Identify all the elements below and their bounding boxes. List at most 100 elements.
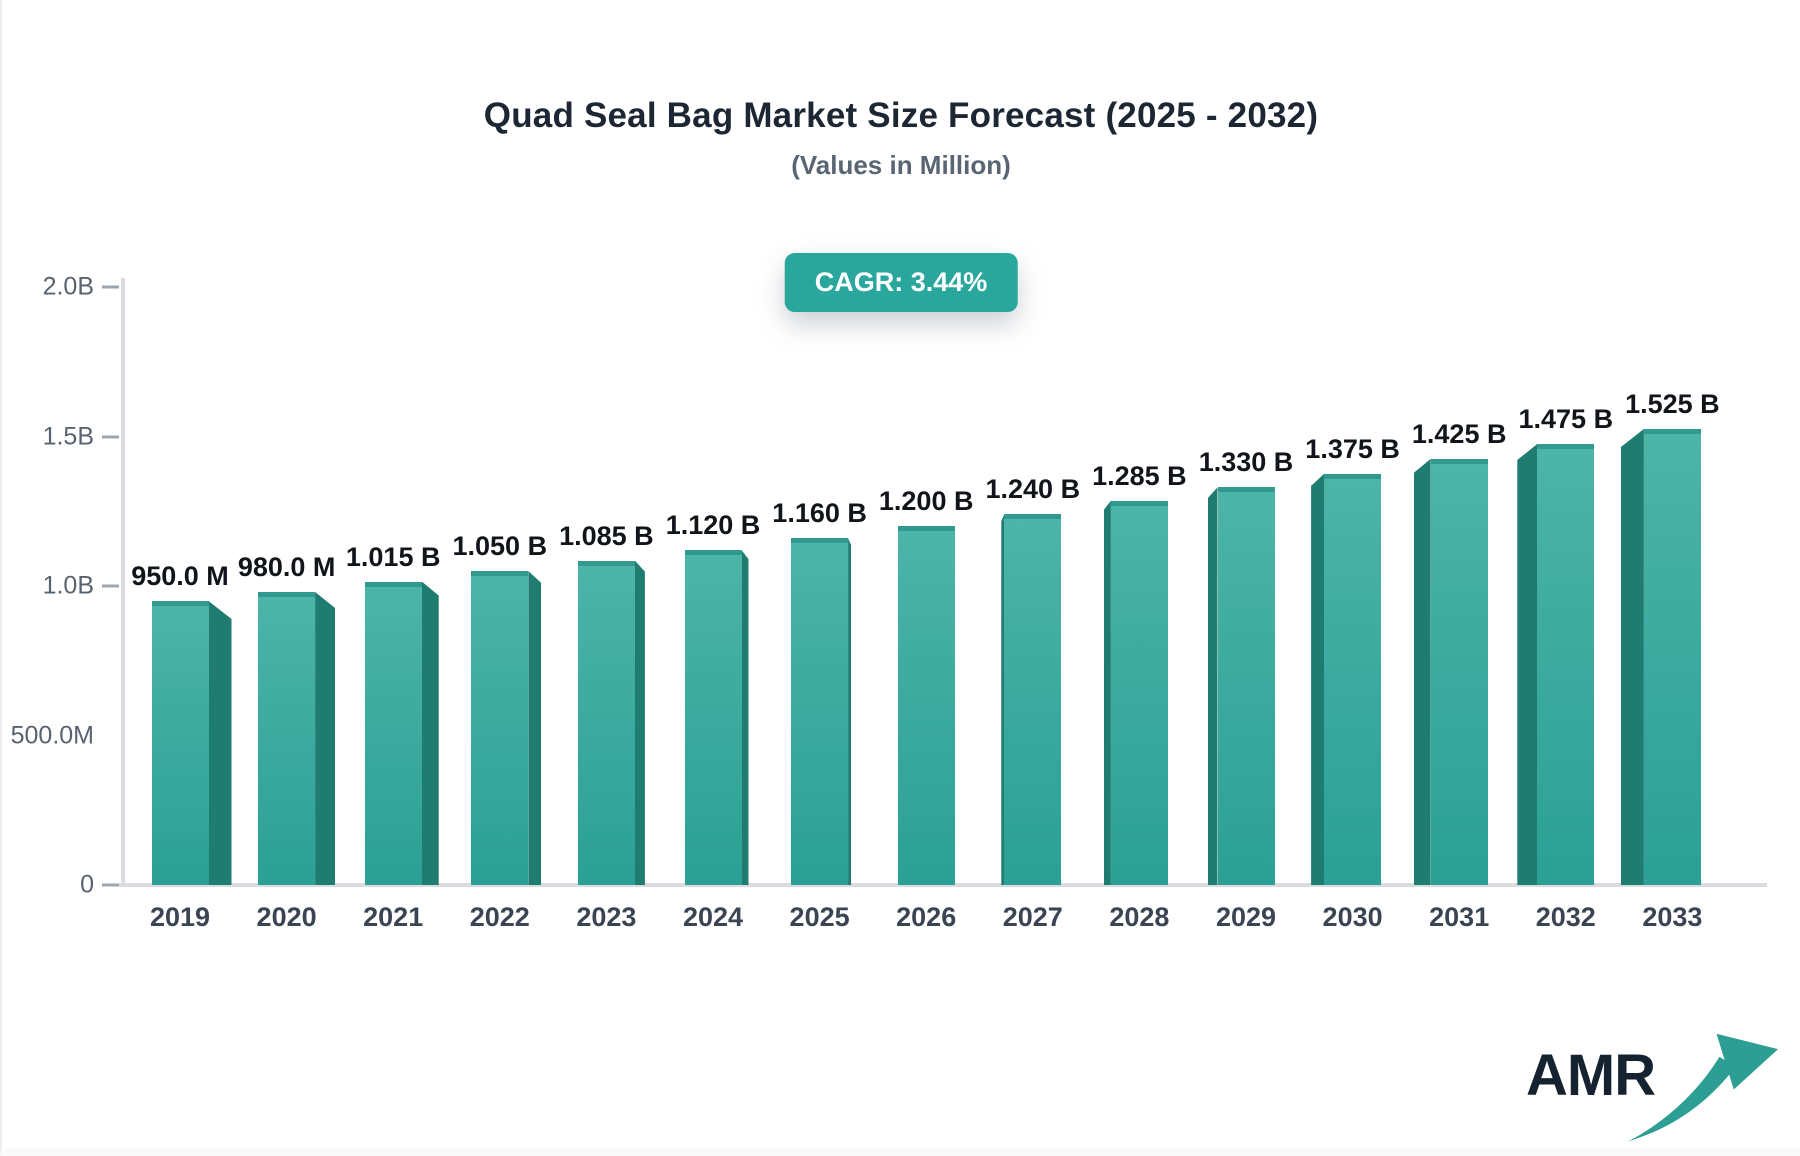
x-tick-label: 2020 <box>256 902 317 932</box>
x-tick-label: 2027 <box>1002 902 1063 932</box>
x-tick-label: 2028 <box>1109 902 1170 932</box>
x-tick-label: 2030 <box>1322 902 1383 932</box>
y-tick-mark <box>102 285 119 289</box>
bar-2029 <box>1207 487 1275 885</box>
bar-side-face <box>528 571 542 885</box>
bar-side-face <box>848 538 852 885</box>
bar-2024 <box>684 550 749 885</box>
bar-front-face <box>1324 473 1382 885</box>
y-tick-mark <box>102 883 119 887</box>
bar-value-label: 1.015 B <box>345 541 441 572</box>
bar-top-edge <box>151 600 209 606</box>
bar-side-face <box>1001 514 1005 885</box>
bar-2030 <box>1311 473 1382 885</box>
x-tick-label: 2025 <box>789 902 850 932</box>
bar-top-edge <box>577 560 635 566</box>
bar-value-label: 1.160 B <box>772 498 867 529</box>
bar-front-face <box>897 526 955 885</box>
bar-2022 <box>471 571 542 885</box>
bar-2019 <box>151 600 232 885</box>
bar-2032 <box>1517 443 1595 885</box>
cagr-badge: CAGR: 3.44% <box>784 253 1018 312</box>
bar-side-face <box>1207 487 1218 885</box>
chart-subtitle: (Values in Million) <box>791 150 1011 180</box>
bar-top-edge <box>1430 458 1488 464</box>
x-tick-label: 2026 <box>896 902 957 932</box>
x-tick-label: 2021 <box>363 902 424 932</box>
bar-2031 <box>1413 458 1488 885</box>
bar-top-edge <box>1537 443 1595 449</box>
bar-top-edge <box>897 526 955 532</box>
bar-front-face <box>258 591 316 885</box>
growth-arrow-icon <box>1628 1033 1779 1142</box>
bar-value-label: 1.285 B <box>1092 460 1187 491</box>
x-tick-label: 2033 <box>1642 902 1703 932</box>
brand-watermark: AMR <box>1526 1028 1796 1148</box>
y-tick-mark <box>102 584 119 588</box>
bar-front-face <box>1004 514 1062 885</box>
bar-value-label: 1.120 B <box>665 510 761 541</box>
bar-front-face <box>1110 500 1168 885</box>
bar-front-face <box>1430 458 1488 885</box>
bar-value-label: 1.475 B <box>1518 403 1614 434</box>
bar-front-face <box>684 550 742 885</box>
page-title: Quad Seal Bag Market Size Forecast (2025… <box>483 96 1319 135</box>
bar-side-face <box>1413 458 1431 885</box>
bar-value-label: 1.050 B <box>452 531 548 562</box>
bar-top-edge <box>364 581 422 587</box>
bar-value-label: 980.0 M <box>237 551 336 582</box>
bar-2027 <box>1001 514 1062 885</box>
y-tick-label: 2.0B <box>42 272 94 301</box>
bar-value-label: 1.085 B <box>559 520 654 551</box>
bar-side-face <box>1620 429 1644 885</box>
x-tick-label: 2019 <box>149 902 211 932</box>
bar-front-face <box>151 600 209 885</box>
bar-front-face <box>471 571 529 885</box>
bar-front-face <box>1643 429 1701 885</box>
bar-2025 <box>791 538 852 885</box>
bar-side-face <box>1103 500 1111 885</box>
y-tick-label: 1.0B <box>42 571 94 600</box>
bar-value-label: 1.525 B <box>1625 389 1720 420</box>
bar-top-edge <box>1217 487 1275 493</box>
bar-2023 <box>577 560 645 885</box>
bar-top-edge <box>1643 429 1701 435</box>
x-tick-label: 2024 <box>682 902 744 932</box>
bar-side-face <box>1311 473 1325 885</box>
x-tick-label: 2022 <box>469 902 530 932</box>
bar-value-label: 1.375 B <box>1305 433 1400 464</box>
bar-2026 <box>897 526 955 885</box>
bar-front-face <box>1537 443 1595 885</box>
bar-front-face <box>364 581 422 885</box>
x-tick-label: 2023 <box>576 902 637 932</box>
bar-value-label: 1.425 B <box>1411 418 1507 449</box>
y-axis-line <box>121 278 125 885</box>
bar-top-edge <box>471 571 529 577</box>
x-axis-line <box>119 883 1767 887</box>
bar-value-label: 950.0 M <box>131 560 229 591</box>
bar-top-edge <box>1110 500 1168 506</box>
bar-top-edge <box>1324 473 1382 479</box>
y-tick-label: 1.5B <box>42 422 94 450</box>
y-tick-label: 500.0M <box>10 721 94 749</box>
bar-side-face <box>741 550 749 885</box>
y-tick-mark <box>102 435 119 438</box>
bar-front-face <box>577 560 635 885</box>
bar-top-edge <box>258 591 316 597</box>
bar-side-face <box>315 591 336 885</box>
bar-2028 <box>1103 500 1168 885</box>
bar-top-edge <box>684 550 742 556</box>
bar-2020 <box>258 591 336 885</box>
bar-side-face <box>1517 443 1538 885</box>
bar-top-edge <box>1004 514 1062 520</box>
bar-side-face <box>634 560 645 885</box>
bar-side-face <box>421 581 439 885</box>
bar-side-face <box>208 600 232 885</box>
bar-top-edge <box>791 538 849 544</box>
x-tick-label: 2029 <box>1215 902 1277 932</box>
bar-value-label: 1.330 B <box>1198 447 1294 478</box>
bar-value-label: 1.240 B <box>985 474 1081 505</box>
bar-2021 <box>364 581 439 885</box>
x-tick-label: 2032 <box>1535 902 1596 932</box>
